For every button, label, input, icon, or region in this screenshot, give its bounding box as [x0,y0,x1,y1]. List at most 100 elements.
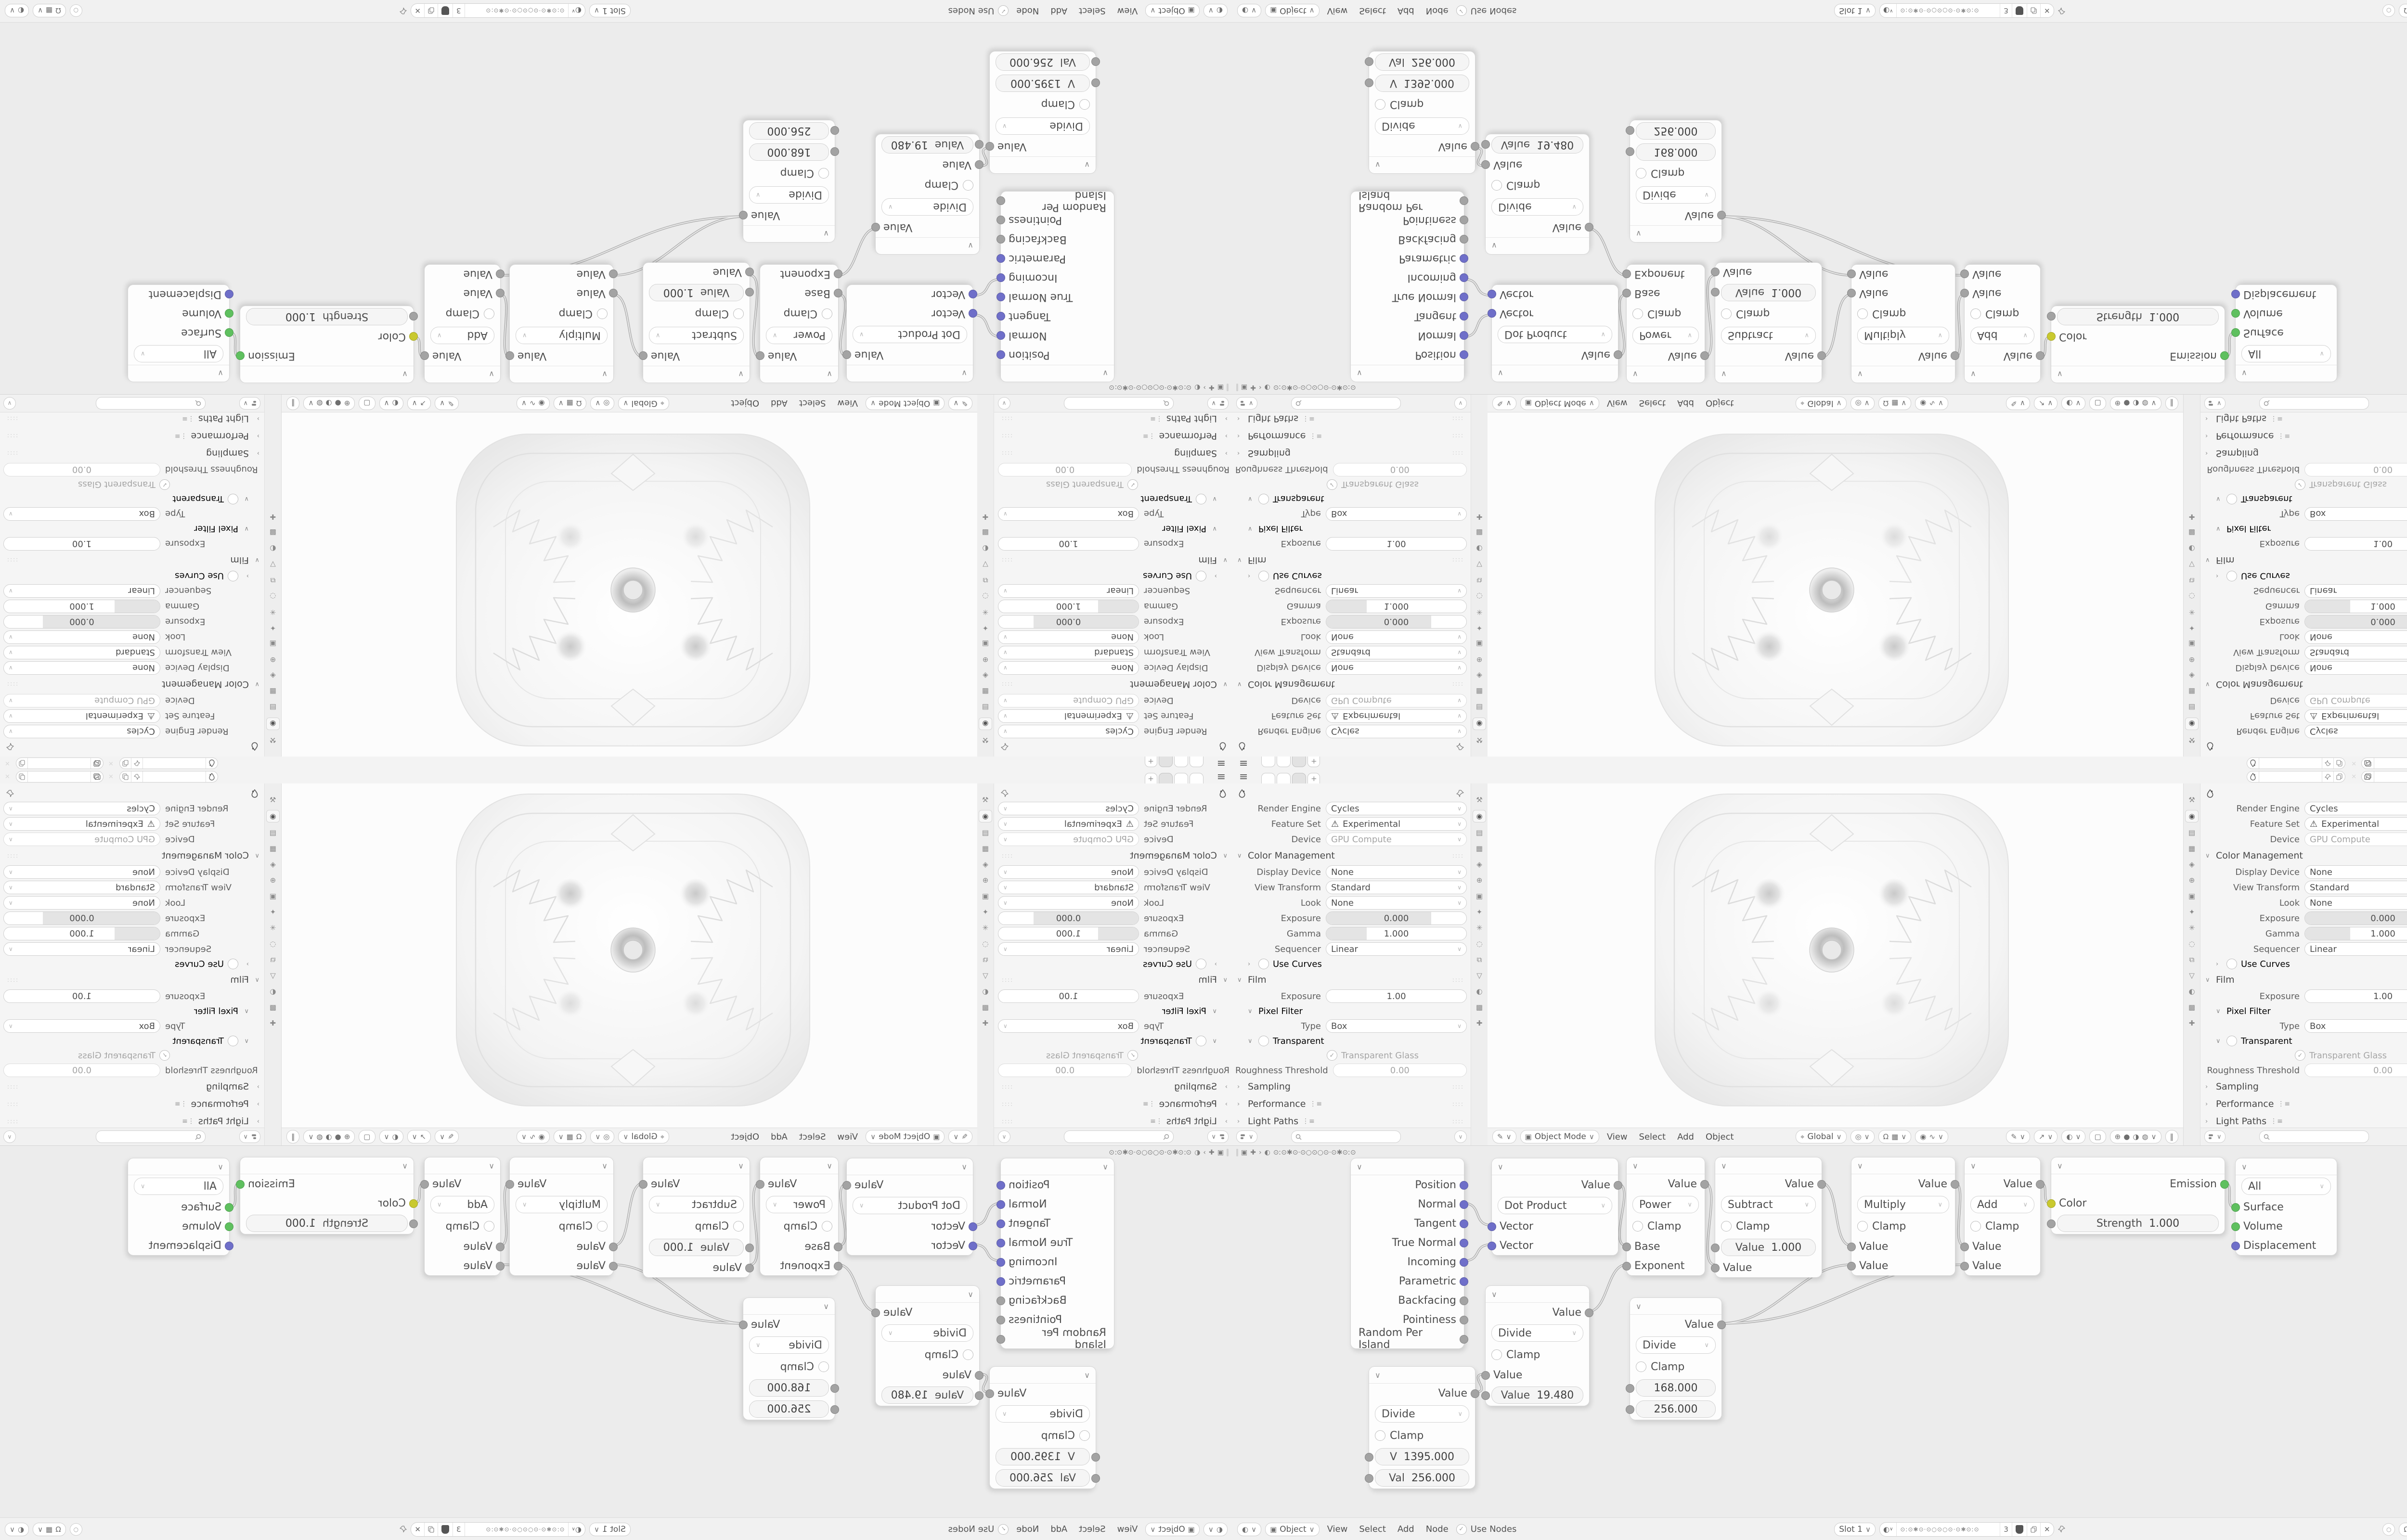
socket[interactable] [1460,331,1468,340]
sampling-section[interactable]: ›Sampling:::: [1237,1081,1464,1092]
collapse-icon[interactable] [738,1161,744,1170]
node-math-divide-2[interactable]: Value Divide Clamp 168.000 256.000 [739,1297,839,1420]
operation-dropdown[interactable]: Divide [1491,198,1583,216]
view-transform-dropdown[interactable]: Standard [3,646,160,659]
node-math-power[interactable]: Value Power Clamp Base Exponent [1622,1157,1709,1276]
menu-object[interactable]: Object [731,398,760,409]
socket[interactable] [996,216,1005,224]
gizmo-button[interactable] [407,1130,431,1143]
socket[interactable] [996,293,1005,301]
snapping-button[interactable] [553,397,587,410]
tab-physics-icon[interactable] [2186,590,2198,602]
node-math-add[interactable]: Value Add Clamp Value Value [1960,1157,2045,1276]
snapping-button[interactable] [33,4,66,18]
look-dropdown[interactable]: None [1326,630,1467,644]
socket[interactable] [420,1180,429,1189]
color-management-section[interactable]: Color Management:::: [3,847,261,864]
socket[interactable] [1847,270,1856,278]
clamp-checkbox[interactable] [1636,168,1646,179]
value-input[interactable]: 256.000 [1636,1400,1716,1418]
menu-view[interactable]: View [1327,6,1348,16]
use-curves-row[interactable]: › Use Curves [1248,571,1322,581]
properties-search-input[interactable] [2259,397,2369,410]
collapse-icon[interactable] [827,370,832,379]
node-math-power[interactable]: Value Power Clamp Base Exponent [756,264,842,383]
app-menu-icon[interactable]: ≡ [1216,771,1226,783]
value-input[interactable]: Value 19.480 [1491,136,1583,154]
properties-search-input[interactable] [1291,1130,1401,1143]
copy-icon[interactable] [16,758,27,769]
socket[interactable] [996,1316,1005,1324]
tab-viewlayer-icon[interactable] [2186,843,2198,854]
view-transform-dropdown[interactable]: Standard [2304,646,2407,659]
pin-icon[interactable] [400,7,407,14]
sequencer-dropdown[interactable]: Linear [998,584,1139,598]
tab-data-icon[interactable] [979,970,992,981]
view-transform-dropdown[interactable]: Standard [998,881,1139,894]
transparent-glass-row[interactable]: Transparent Glass [2203,477,2407,492]
exposure-slider[interactable]: 0.000 [2304,615,2407,629]
socket[interactable] [1711,268,1720,276]
transparent-checkbox[interactable] [1258,494,1269,504]
node-math-multiply[interactable]: Value Multiply Clamp Value Value [1847,264,1959,383]
clamp-checkbox[interactable] [1375,1430,1385,1441]
tab-data-icon[interactable] [1473,970,1486,981]
transform-orientation-dropdown[interactable]: Global [1795,397,1847,410]
preset-list-icon[interactable]: ⋮≡ [2278,1100,2291,1108]
operation-dropdown[interactable]: Add [430,1196,494,1213]
socket[interactable] [996,1181,1005,1190]
material-users-count[interactable]: 3 [453,4,465,18]
use-curves-checkbox[interactable] [228,959,238,969]
unlink-button[interactable] [2041,4,2054,18]
copy-icon[interactable] [424,4,438,18]
collapse-icon[interactable] [2057,1161,2063,1170]
tab-output-icon[interactable] [979,702,992,713]
collapse-icon[interactable] [1632,370,1638,379]
feature-set-dropdown[interactable]: Experimental [2304,709,2407,723]
transparent-glass-checkbox[interactable] [1127,479,1138,490]
feature-set-dropdown[interactable]: Experimental [1326,709,1467,723]
use-curves-row[interactable]: › Use Curves [1143,571,1217,581]
film-exposure-slider[interactable]: 1.00 [3,989,160,1003]
value-input[interactable]: 168.000 [1636,1379,1716,1397]
tab-material-icon[interactable] [267,543,279,554]
options-button[interactable] [1454,397,1467,410]
viewport-3d[interactable]: Object Mode View Select Add Object Globa… [1488,783,2183,1145]
menu-view[interactable]: View [1327,1524,1348,1534]
socket[interactable] [1626,147,1634,156]
socket[interactable] [1460,293,1468,301]
socket[interactable] [1460,312,1468,321]
material-shading-icon[interactable] [326,399,332,408]
socket[interactable] [830,1405,839,1414]
roughness-slider[interactable]: 0.00 [998,463,1132,476]
material-slot-dropdown[interactable]: Slot 1 [589,4,631,18]
socket[interactable] [1091,1474,1100,1483]
unlink-icon[interactable] [108,773,114,781]
collapse-icon[interactable] [961,1162,967,1171]
socket[interactable] [830,1384,839,1393]
socket[interactable] [1711,1264,1720,1272]
socket[interactable] [1091,1453,1100,1462]
collapse-icon[interactable] [1491,1290,1497,1299]
app-menu-icon[interactable]: ≡ [1239,757,1248,769]
transparent-glass-row[interactable]: Transparent Glass [2203,1048,2407,1063]
tab-modifiers-icon[interactable] [267,622,279,634]
collapse-icon[interactable] [1102,1162,1108,1171]
pin-icon[interactable] [1456,790,1464,797]
sequencer-dropdown[interactable]: Linear [2304,942,2407,956]
collapse-icon[interactable] [602,1161,608,1170]
sampling-section[interactable]: ›Sampling:::: [2205,1081,2259,1092]
socket[interactable] [1951,1180,1959,1189]
tab-modifiers-icon[interactable] [2186,622,2198,634]
pin-icon[interactable] [1001,790,1009,797]
node-material-output[interactable]: All Surface Volume Displacement [128,1158,233,1256]
light-paths-section[interactable]: ›Light Paths⋮≡:::: [2205,1116,2283,1127]
add-workspace-button[interactable] [1144,757,1157,767]
value-input[interactable]: Val 256.000 [1375,1469,1469,1487]
rendered-shading-icon[interactable] [2142,1132,2148,1141]
collapse-icon[interactable] [1102,369,1108,378]
gamma-slider[interactable]: 1.000 [998,927,1139,940]
socket[interactable] [1460,1277,1468,1286]
